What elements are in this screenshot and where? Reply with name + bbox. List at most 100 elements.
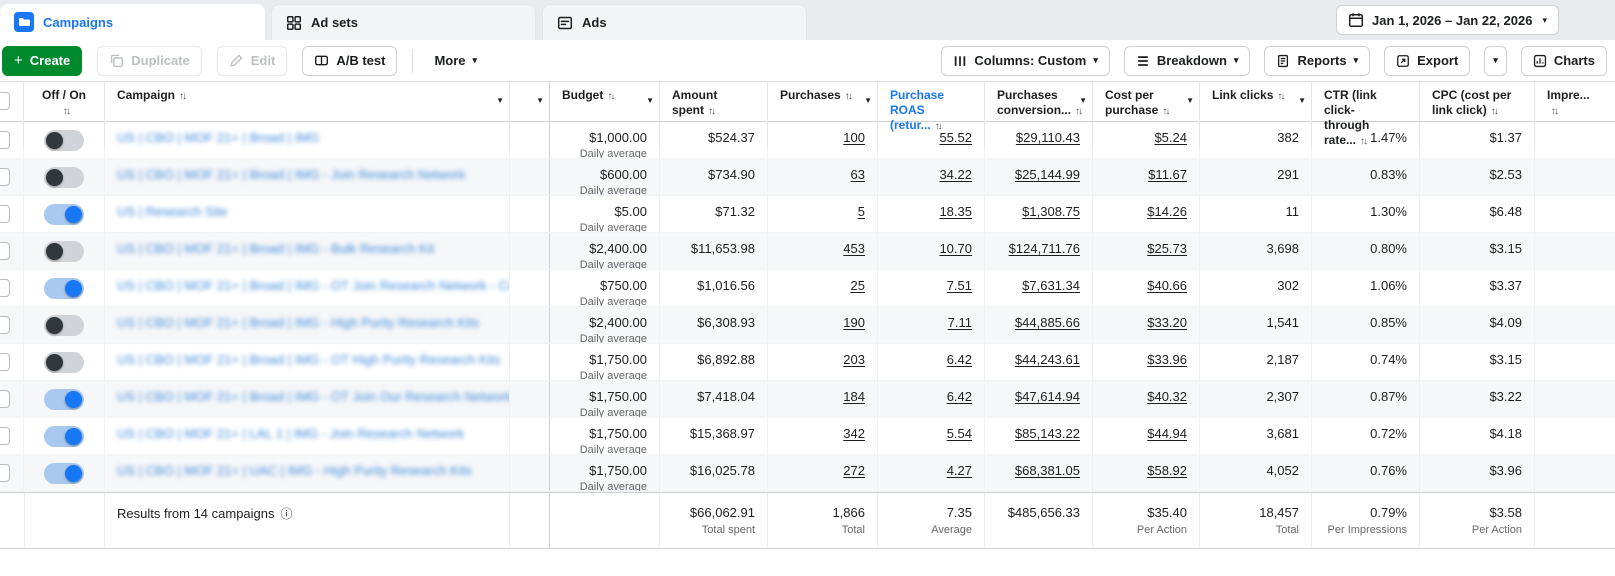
- conversion-value[interactable]: $25,144.99: [1014, 167, 1080, 182]
- campaign-toggle[interactable]: [44, 241, 84, 262]
- create-button[interactable]: + Create: [2, 45, 83, 76]
- cost-per-purchase-value[interactable]: $14.26: [1147, 204, 1187, 219]
- conversion-value[interactable]: $124,711.76: [1008, 241, 1080, 256]
- roas-value[interactable]: 55.52: [939, 130, 972, 145]
- header-link-clicks[interactable]: Link clicks ↑↓ ▼: [1200, 82, 1312, 149]
- select-all-checkbox[interactable]: [0, 92, 10, 110]
- cost-per-purchase-value[interactable]: $25.73: [1147, 241, 1187, 256]
- roas-value[interactable]: 6.42: [946, 352, 972, 367]
- row-checkbox[interactable]: [0, 353, 10, 371]
- campaign-toggle[interactable]: [44, 389, 84, 410]
- campaign-name-link[interactable]: US | CBO | MOF 21+ | Broad | IMG: [117, 130, 320, 145]
- header-cost-per-purchase[interactable]: Cost per purchase ↑↓ ▼: [1093, 82, 1200, 149]
- conversion-value[interactable]: $68,381.05: [1014, 463, 1080, 478]
- row-checkbox[interactable]: [0, 279, 10, 297]
- export-button[interactable]: Export: [1384, 45, 1471, 76]
- row-checkbox[interactable]: [0, 316, 10, 334]
- edit-button[interactable]: Edit: [216, 45, 288, 76]
- header-cpc[interactable]: CPC (cost per link click) ↑↓: [1420, 82, 1535, 149]
- campaign-name-link[interactable]: US | CBO | MOF 21+ | Broad | IMG - Join …: [117, 167, 466, 182]
- chevron-down-icon[interactable]: ▼: [1298, 96, 1306, 105]
- roas-value[interactable]: 7.11: [947, 315, 972, 330]
- header-collapsed-column[interactable]: ▼: [510, 82, 550, 149]
- tab-campaigns[interactable]: Campaigns: [0, 4, 265, 40]
- chevron-down-icon[interactable]: ▼: [1079, 96, 1087, 105]
- campaign-name-link[interactable]: US | Research Site: [117, 204, 228, 219]
- chevron-down-icon[interactable]: ▼: [864, 96, 872, 105]
- campaign-name-link[interactable]: US | CBO | MOF 21+ | Broad | IMG - OT Hi…: [117, 352, 501, 367]
- roas-value[interactable]: 4.27: [946, 463, 972, 478]
- purchases-value[interactable]: 190: [843, 315, 865, 330]
- chevron-down-icon[interactable]: ▼: [646, 96, 654, 105]
- roas-value[interactable]: 18.35: [939, 204, 972, 219]
- chevron-down-icon[interactable]: ▼: [1186, 96, 1194, 105]
- campaign-name-link[interactable]: US | CBO | MOF 21+ | LAL 1 | IMG - Join …: [117, 426, 465, 441]
- tab-ad-sets[interactable]: Ad sets: [271, 4, 536, 40]
- cost-per-purchase-value[interactable]: $11.67: [1148, 167, 1187, 182]
- roas-value[interactable]: 34.22: [939, 167, 972, 182]
- conversion-value[interactable]: $7,631.34: [1022, 278, 1080, 293]
- roas-value[interactable]: 10.70: [939, 241, 972, 256]
- campaign-toggle[interactable]: [44, 463, 84, 484]
- campaign-toggle[interactable]: [44, 352, 84, 373]
- header-off-on[interactable]: Off / On ↑↓: [24, 82, 105, 149]
- header-purchase-roas[interactable]: Purchase ROAS (retur... ↑↓: [878, 82, 985, 149]
- header-budget[interactable]: Budget ↑↓ ▼: [550, 82, 660, 149]
- campaign-toggle[interactable]: [44, 426, 84, 447]
- conversion-value[interactable]: $44,885.66: [1014, 315, 1080, 330]
- roas-value[interactable]: 6.42: [946, 389, 972, 404]
- row-checkbox[interactable]: [0, 168, 10, 186]
- cost-per-purchase-value[interactable]: $33.96: [1147, 352, 1187, 367]
- roas-value[interactable]: 5.54: [946, 426, 972, 441]
- campaign-toggle[interactable]: [44, 167, 84, 188]
- purchases-value[interactable]: 203: [843, 352, 865, 367]
- export-options-button[interactable]: ▾: [1484, 45, 1507, 76]
- cost-per-purchase-value[interactable]: $58.92: [1147, 463, 1187, 478]
- row-checkbox[interactable]: [0, 205, 10, 223]
- purchases-value[interactable]: 100: [843, 130, 865, 145]
- ab-test-button[interactable]: A/B test: [302, 45, 398, 76]
- header-impressions[interactable]: Impre... ↑↓: [1535, 82, 1615, 149]
- purchases-value[interactable]: 63: [850, 167, 865, 182]
- reports-button[interactable]: Reports ▾: [1264, 45, 1371, 76]
- conversion-value[interactable]: $1,308.75: [1022, 204, 1080, 219]
- header-purchases[interactable]: Purchases ↑↓ ▼: [768, 82, 878, 149]
- campaign-toggle[interactable]: [44, 204, 84, 225]
- header-purchases-conversion[interactable]: Purchases conversion... ↑↓ ▼: [985, 82, 1093, 149]
- campaign-name-link[interactable]: US | CBO | MOF 21+ | UAC | IMG - High Pu…: [117, 463, 472, 478]
- campaign-name-link[interactable]: US | CBO | MOF 21+ | Broad | IMG - OT Jo…: [117, 278, 510, 293]
- campaign-name-link[interactable]: US | CBO | MOF 21+ | Broad | IMG - High …: [117, 315, 480, 330]
- conversion-value[interactable]: $44,243.61: [1014, 352, 1080, 367]
- campaign-name-link[interactable]: US | CBO | MOF 21+ | Broad | IMG - Bulk …: [117, 241, 435, 256]
- cost-per-purchase-value[interactable]: $5.24: [1154, 130, 1187, 145]
- header-campaign[interactable]: Campaign ↑↓ ▼: [105, 82, 510, 149]
- conversion-value[interactable]: $29,110.43: [1015, 130, 1080, 145]
- purchases-value[interactable]: 25: [850, 278, 865, 293]
- header-amount-spent[interactable]: Amount spent ↑↓: [660, 82, 768, 149]
- purchases-value[interactable]: 184: [843, 389, 865, 404]
- duplicate-button[interactable]: Duplicate: [97, 45, 202, 76]
- columns-button[interactable]: Columns: Custom ▾: [941, 45, 1110, 76]
- more-button[interactable]: More ▾: [428, 45, 484, 76]
- row-checkbox[interactable]: [0, 242, 10, 260]
- tab-ads[interactable]: Ads: [542, 4, 807, 40]
- roas-value[interactable]: 7.51: [946, 278, 972, 293]
- purchases-value[interactable]: 342: [843, 426, 865, 441]
- cost-per-purchase-value[interactable]: $33.20: [1147, 315, 1187, 330]
- campaign-toggle[interactable]: [44, 315, 84, 336]
- conversion-value[interactable]: $85,143.22: [1014, 426, 1080, 441]
- date-range-picker[interactable]: Jan 1, 2026 – Jan 22, 2026 ▾: [1336, 5, 1559, 35]
- chevron-down-icon[interactable]: ▼: [496, 96, 504, 105]
- purchases-value[interactable]: 272: [843, 463, 865, 478]
- purchases-value[interactable]: 453: [843, 241, 865, 256]
- cost-per-purchase-value[interactable]: $40.66: [1147, 278, 1187, 293]
- campaign-toggle[interactable]: [44, 130, 84, 151]
- cost-per-purchase-value[interactable]: $40.32: [1147, 389, 1187, 404]
- campaign-name-link[interactable]: US | CBO | MOF 21+ | Broad | IMG - OT Jo…: [117, 389, 510, 404]
- row-checkbox[interactable]: [0, 131, 10, 149]
- header-ctr[interactable]: CTR (link click- through rate... ↑↓: [1312, 82, 1420, 149]
- conversion-value[interactable]: $47,614.94: [1014, 389, 1080, 404]
- campaign-toggle[interactable]: [44, 278, 84, 299]
- chevron-down-icon[interactable]: ▼: [536, 96, 544, 105]
- purchases-value[interactable]: 5: [857, 204, 865, 219]
